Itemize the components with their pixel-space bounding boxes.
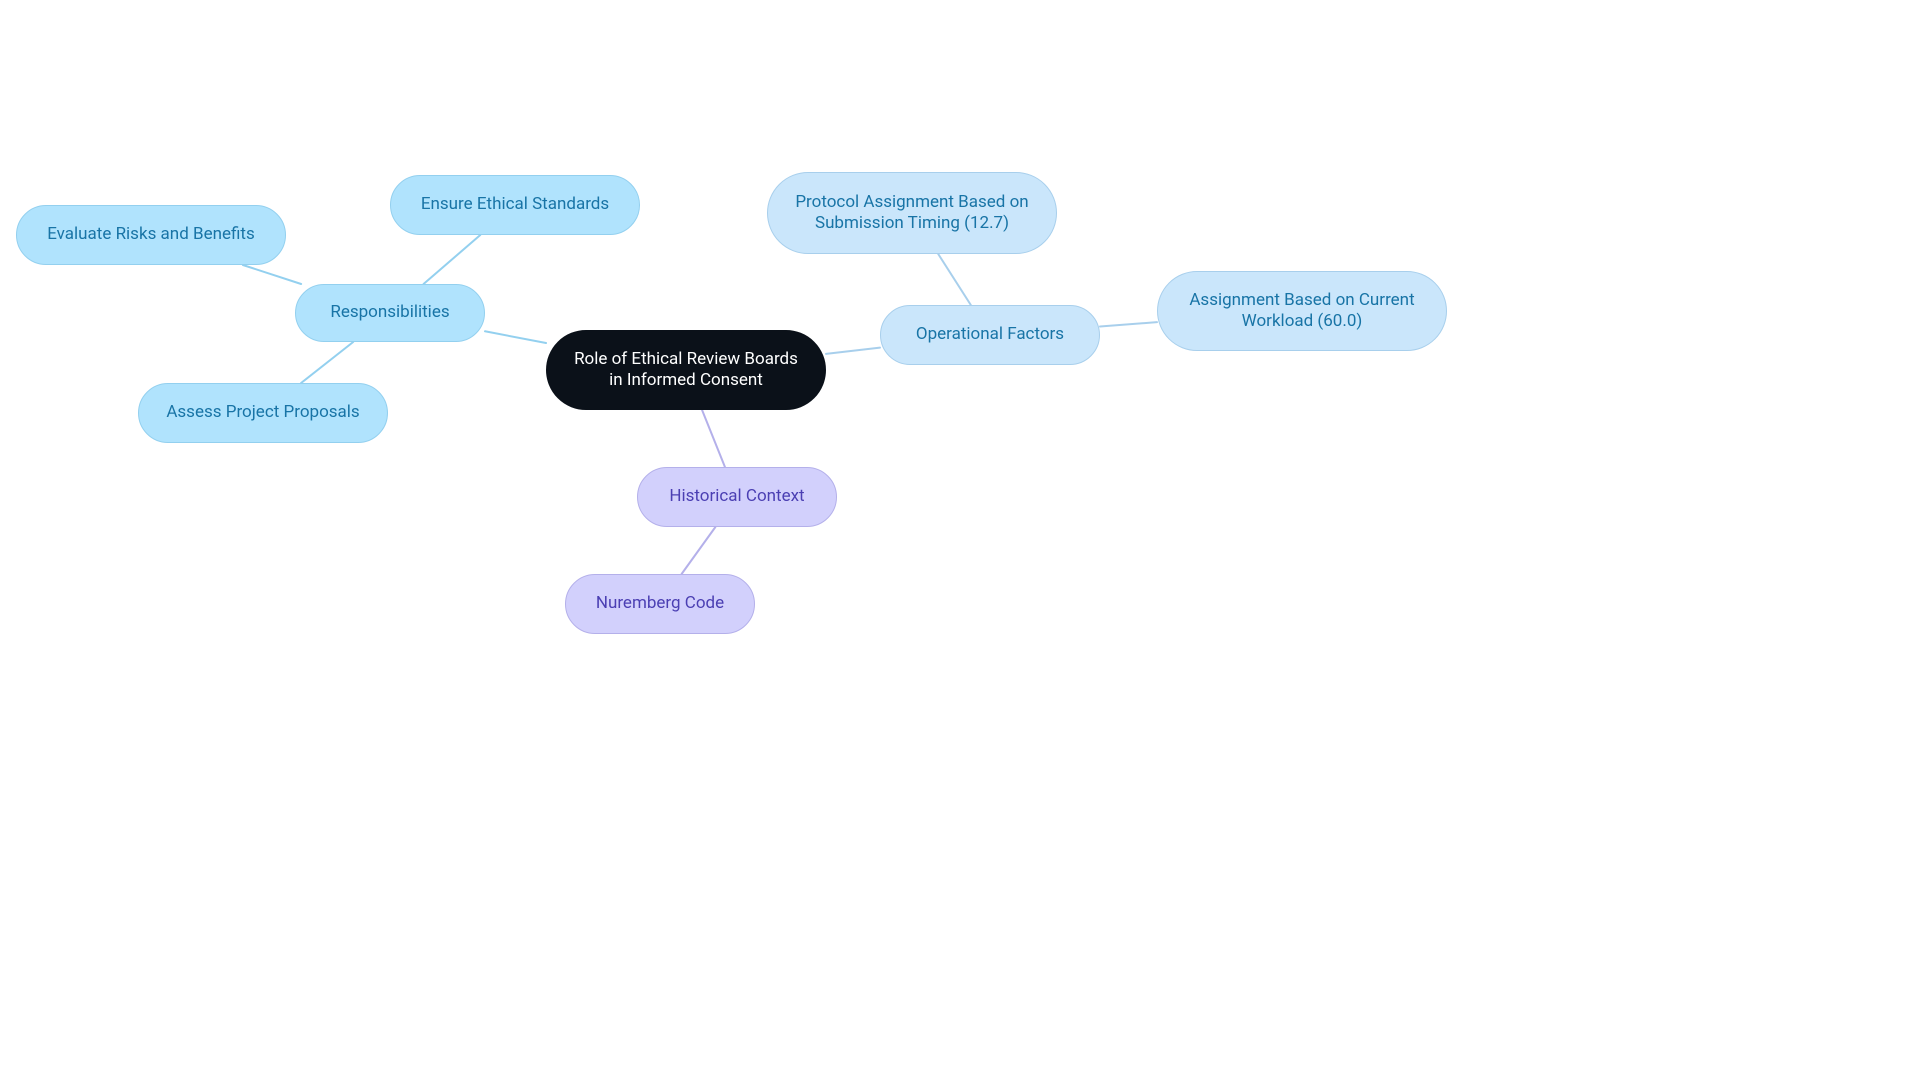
edge (826, 348, 880, 354)
mindmap-canvas: Role of Ethical Review Boards in Informe… (0, 0, 1920, 1083)
node-label: Historical Context (669, 486, 804, 507)
node-label: Nuremberg Code (596, 593, 724, 614)
node-responsibilities: Responsibilities (295, 284, 485, 342)
node-label: Role of Ethical Review Boards in Informe… (567, 349, 805, 392)
node-label: Protocol Assignment Based on Submission … (788, 192, 1036, 235)
edge (938, 254, 971, 305)
node-resp-assess: Assess Project Proposals (138, 383, 388, 443)
node-op-protocol: Protocol Assignment Based on Submission … (767, 172, 1057, 254)
edge (485, 331, 546, 343)
node-resp-ensure: Ensure Ethical Standards (390, 175, 640, 235)
node-center: Role of Ethical Review Boards in Informe… (546, 330, 826, 410)
node-label: Assignment Based on Current Workload (60… (1178, 290, 1426, 333)
node-label: Evaluate Risks and Benefits (47, 224, 255, 245)
node-op-workload: Assignment Based on Current Workload (60… (1157, 271, 1447, 351)
node-label: Operational Factors (916, 324, 1064, 345)
node-label: Ensure Ethical Standards (421, 194, 609, 215)
node-historical: Historical Context (637, 467, 837, 527)
edge (1100, 322, 1157, 326)
edge (301, 342, 353, 383)
node-operational: Operational Factors (880, 305, 1100, 365)
node-hist-nuremberg: Nuremberg Code (565, 574, 755, 634)
edge (702, 410, 725, 467)
edge (682, 527, 716, 574)
node-resp-eval: Evaluate Risks and Benefits (16, 205, 286, 265)
edge-layer (0, 0, 1920, 1083)
node-label: Assess Project Proposals (166, 402, 359, 423)
node-label: Responsibilities (330, 302, 449, 323)
edge (243, 265, 301, 284)
edge (424, 235, 481, 284)
